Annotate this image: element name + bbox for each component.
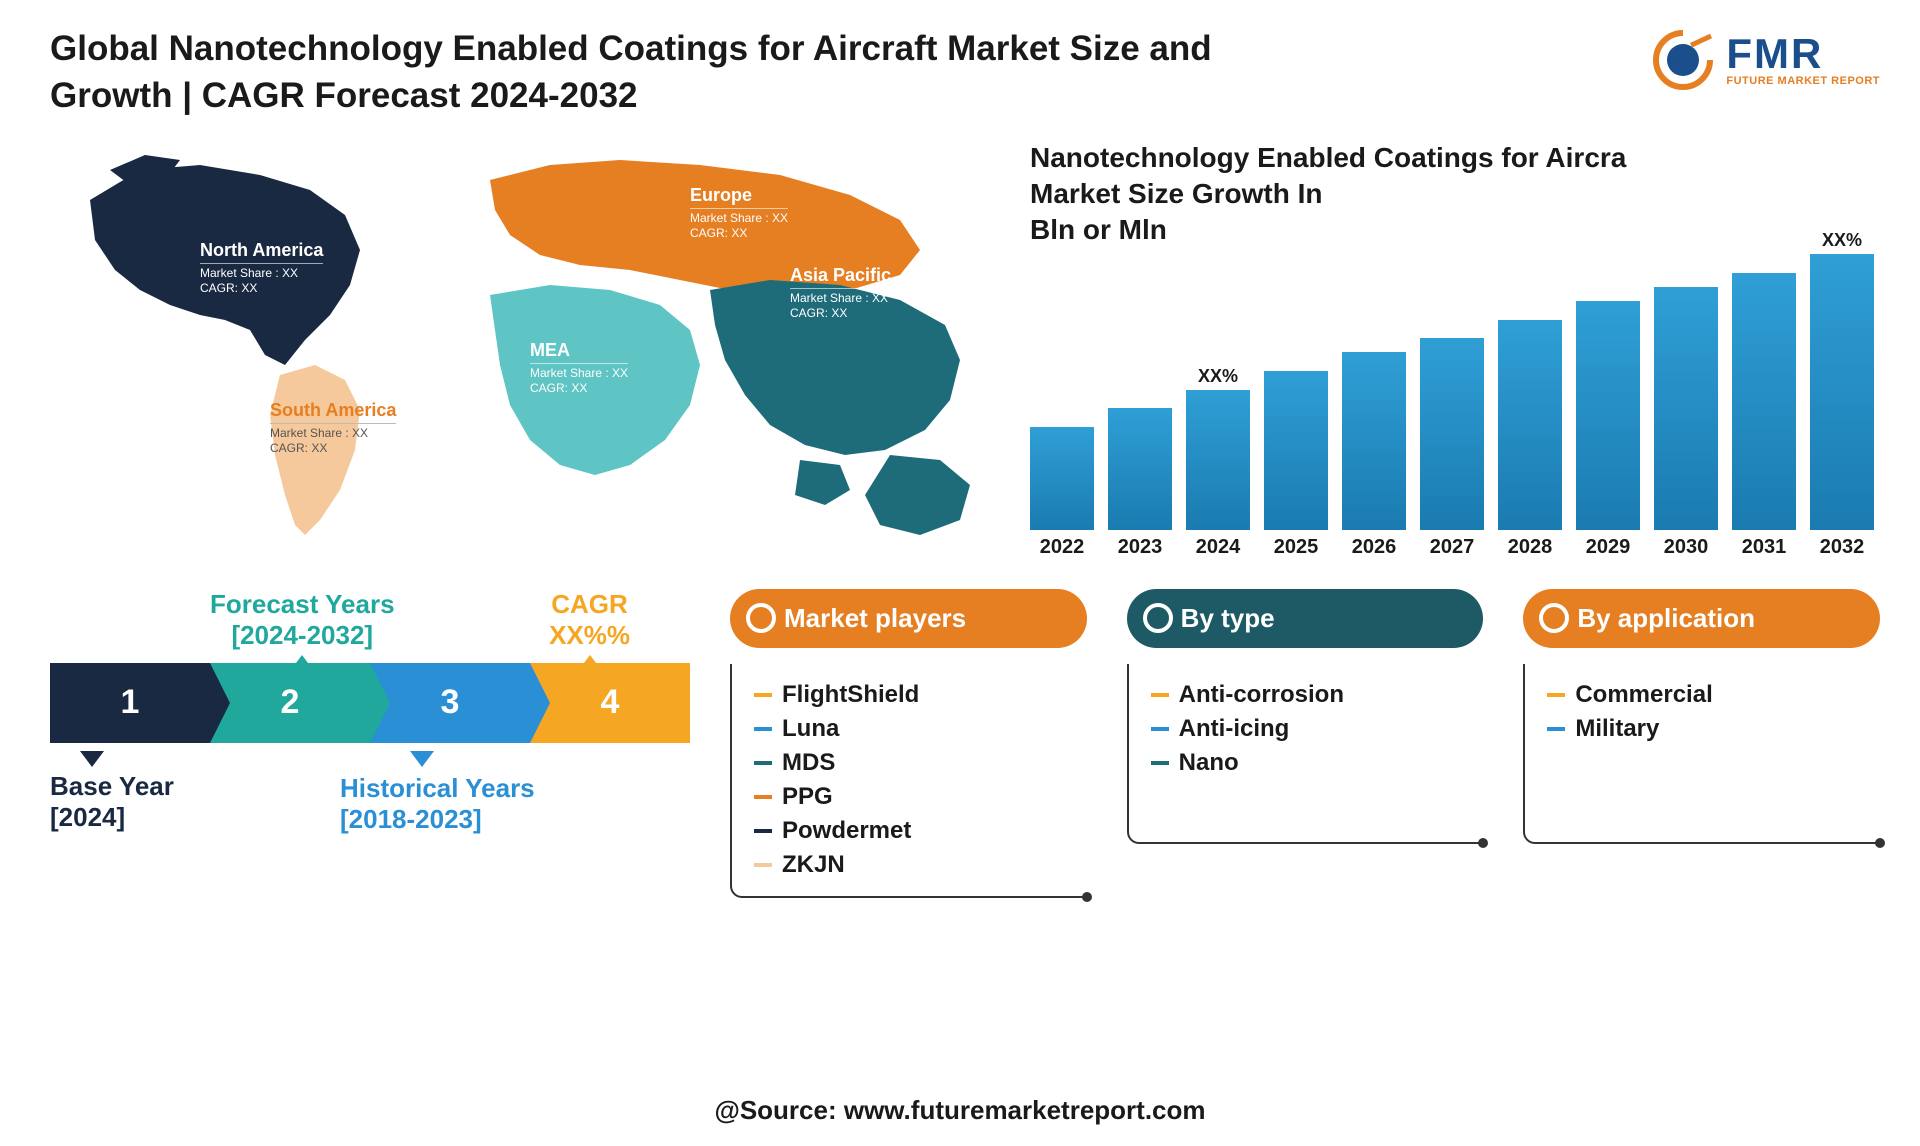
tick-icon <box>754 795 772 799</box>
tick-icon <box>754 761 772 765</box>
market-players-column: Market players FlightShieldLunaMDSPPGPow… <box>730 589 1087 898</box>
region-label-sa: South AmericaMarket Share : XXCAGR: XX <box>270 400 396 457</box>
timeline-segment-4: 4 <box>530 663 690 743</box>
logo-subtitle: FUTURE MARKET REPORT <box>1726 75 1880 87</box>
bar-2024: XX%2024 <box>1186 390 1250 559</box>
world-map: North AmericaMarket Share : XXCAGR: XX So… <box>50 140 1000 540</box>
bar-2031: 2031 <box>1732 273 1796 559</box>
tick-icon <box>754 693 772 697</box>
bar-2025: 2025 <box>1264 371 1328 559</box>
region-label-mea: MEAMarket Share : XXCAGR: XX <box>530 340 628 397</box>
region-label-ap: Asia PacificMarket Share : XXCAGR: XX <box>790 265 891 322</box>
list-item: FlightShield <box>760 678 1067 712</box>
list-item: Commercial <box>1553 678 1860 712</box>
timeline-segment-3: 3 <box>370 663 530 743</box>
tick-icon <box>754 863 772 867</box>
region-label-na: North AmericaMarket Share : XXCAGR: XX <box>200 240 323 297</box>
tick-icon <box>1151 693 1169 697</box>
tick-icon <box>754 829 772 833</box>
bar-2026: 2026 <box>1342 352 1406 558</box>
header: Global Nanotechnology Enabled Coatings f… <box>0 0 1920 130</box>
timeline: Forecast Years[2024-2032] CAGRXX%% 1234 … <box>50 589 690 833</box>
timeline-segment-1: 1 <box>50 663 210 743</box>
bar-2028: 2028 <box>1498 320 1562 559</box>
bar-2030: 2030 <box>1654 287 1718 559</box>
bar-2023: 2023 <box>1108 408 1172 558</box>
list-item: Anti-corrosion <box>1157 678 1464 712</box>
list-item: ZKJN <box>760 848 1067 882</box>
tick-icon <box>1151 761 1169 765</box>
tick-icon <box>1547 693 1565 697</box>
source-attribution: @Source: www.futuremarketreport.com <box>714 1095 1205 1126</box>
bar-2027: 2027 <box>1420 338 1484 558</box>
bar-chart: Nanotechnology Enabled Coatings for Airc… <box>1030 140 1880 559</box>
bar-2032: XX%2032 <box>1810 254 1874 558</box>
bar-2029: 2029 <box>1576 301 1640 559</box>
by-type-header: By type <box>1127 589 1484 648</box>
list-item: Military <box>1553 712 1860 746</box>
list-item: Nano <box>1157 746 1464 780</box>
list-item: MDS <box>760 746 1067 780</box>
cagr-label: CAGRXX%% <box>549 589 630 671</box>
tick-icon <box>754 727 772 731</box>
tick-icon <box>1547 727 1565 731</box>
market-players-header: Market players <box>730 589 1087 648</box>
by-application-column: By application CommercialMilitary <box>1523 589 1880 844</box>
by-type-column: By type Anti-corrosionAnti-icingNano <box>1127 589 1484 844</box>
region-label-eu: EuropeMarket Share : XXCAGR: XX <box>690 185 788 242</box>
logo-text: FMR <box>1726 33 1880 75</box>
map-svg <box>50 140 1000 540</box>
bar-2022: 2022 <box>1030 427 1094 559</box>
list-item: Anti-icing <box>1157 712 1464 746</box>
chart-title: Nanotechnology Enabled Coatings for Airc… <box>1030 140 1880 249</box>
list-item: Luna <box>760 712 1067 746</box>
fmr-logo-icon <box>1648 25 1718 95</box>
historical-label: Historical Years[2018-2023] <box>340 773 535 835</box>
tick-icon <box>1151 727 1169 731</box>
logo: FMR FUTURE MARKET REPORT <box>1648 25 1880 95</box>
list-item: PPG <box>760 780 1067 814</box>
list-item: Powdermet <box>760 814 1067 848</box>
timeline-segment-2: 2 <box>210 663 370 743</box>
page-title: Global Nanotechnology Enabled Coatings f… <box>50 25 1250 120</box>
forecast-label: Forecast Years[2024-2032] <box>210 589 395 671</box>
by-application-header: By application <box>1523 589 1880 648</box>
